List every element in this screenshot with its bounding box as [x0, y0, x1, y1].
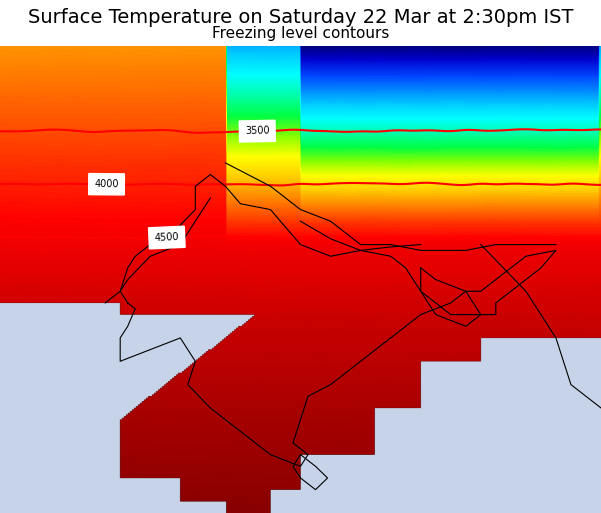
Text: 4500: 4500 — [154, 232, 179, 243]
Text: 4000: 4000 — [94, 179, 119, 189]
Text: Surface Temperature on Saturday 22 Mar at 2:30pm IST: Surface Temperature on Saturday 22 Mar a… — [28, 8, 573, 28]
Text: Surface Temperature on Saturday 22 Mar at 2:30pm IST: Surface Temperature on Saturday 22 Mar a… — [28, 4, 573, 23]
Text: 3500: 3500 — [245, 126, 270, 136]
Text: Freezing level contours: Freezing level contours — [212, 29, 389, 44]
Text: Freezing level contours: Freezing level contours — [212, 26, 389, 41]
